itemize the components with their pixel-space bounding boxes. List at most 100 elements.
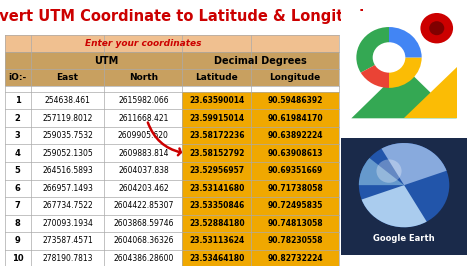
Text: iO:-: iO:- [9, 73, 27, 82]
Text: 2609883.814: 2609883.814 [118, 149, 169, 158]
Bar [5, 69, 339, 86]
Text: Convert UTM Coordinate to Latitude & Longitude: Convert UTM Coordinate to Latitude & Lon… [0, 9, 374, 24]
Text: 2603868.59746: 2603868.59746 [113, 219, 173, 228]
Text: 278190.7813: 278190.7813 [42, 254, 93, 263]
Text: 267734.7522: 267734.7522 [42, 201, 93, 210]
Bar [5, 232, 182, 250]
Wedge shape [389, 57, 422, 88]
Text: 2604422.85307: 2604422.85307 [113, 201, 173, 210]
Bar [5, 144, 182, 162]
Text: 23.58172236: 23.58172236 [189, 131, 245, 140]
Circle shape [376, 159, 401, 183]
Text: 90.74813058: 90.74813058 [267, 219, 323, 228]
Text: 3: 3 [15, 131, 21, 140]
Text: 4: 4 [15, 149, 21, 158]
Polygon shape [404, 67, 457, 118]
Text: Google Earth: Google Earth [373, 234, 435, 243]
Text: 264516.5893: 264516.5893 [42, 166, 93, 175]
Bar [182, 197, 339, 215]
Text: 23.53113624: 23.53113624 [189, 236, 245, 246]
Text: 2604037.838: 2604037.838 [118, 166, 169, 175]
Text: 2611668.421: 2611668.421 [118, 114, 169, 123]
Wedge shape [356, 27, 389, 73]
Circle shape [373, 42, 405, 73]
Text: 90.63908613: 90.63908613 [267, 149, 323, 158]
Text: 5: 5 [15, 166, 21, 175]
Text: 23.52956957: 23.52956957 [189, 166, 245, 175]
Text: 23.53464180: 23.53464180 [189, 254, 245, 263]
Text: 23.53141680: 23.53141680 [189, 184, 245, 193]
Text: 23.53350846: 23.53350846 [189, 201, 245, 210]
Text: UTM: UTM [94, 56, 119, 65]
Text: 2615982.066: 2615982.066 [118, 96, 169, 105]
Text: 90.69351669: 90.69351669 [267, 166, 323, 175]
Text: Longitude: Longitude [269, 73, 321, 82]
Text: 273587.4571: 273587.4571 [42, 236, 93, 246]
Bar [5, 127, 182, 144]
Text: 259035.7532: 259035.7532 [42, 131, 93, 140]
Bar [5, 180, 182, 197]
Bar [5, 86, 339, 92]
Wedge shape [361, 57, 389, 88]
Text: North: North [129, 73, 158, 82]
Bar [182, 232, 339, 250]
Text: 10: 10 [12, 254, 24, 263]
Bar [5, 52, 339, 69]
Bar [182, 215, 339, 232]
Polygon shape [351, 67, 457, 118]
Text: 266957.1493: 266957.1493 [42, 184, 93, 193]
Text: East: East [56, 73, 79, 82]
Bar [182, 162, 339, 180]
Bar [5, 109, 182, 127]
Text: 254638.461: 254638.461 [45, 96, 91, 105]
Text: G: G [388, 50, 400, 65]
Bar [5, 197, 182, 215]
Bar [5, 250, 182, 266]
Text: 90.63892224: 90.63892224 [267, 131, 323, 140]
Text: 2609905.620: 2609905.620 [118, 131, 169, 140]
Wedge shape [359, 158, 404, 185]
FancyBboxPatch shape [334, 4, 474, 135]
Text: 2604386.28600: 2604386.28600 [113, 254, 173, 263]
Bar [5, 162, 182, 180]
Text: 23.63590014: 23.63590014 [189, 96, 245, 105]
Text: Enter your coordinates: Enter your coordinates [85, 39, 201, 48]
Circle shape [359, 143, 449, 227]
Wedge shape [389, 27, 422, 57]
Wedge shape [362, 185, 427, 227]
Bar [182, 92, 339, 109]
Bar [5, 215, 182, 232]
Bar [182, 250, 339, 266]
Text: 257119.8012: 257119.8012 [42, 114, 93, 123]
Circle shape [429, 21, 444, 35]
Text: 90.82732224: 90.82732224 [267, 254, 323, 263]
Text: 1: 1 [15, 96, 21, 105]
Text: 90.61984170: 90.61984170 [267, 114, 323, 123]
Text: 8: 8 [15, 219, 21, 228]
Bar [182, 109, 339, 127]
Text: 2: 2 [15, 114, 21, 123]
Bar [5, 35, 339, 52]
Text: 23.52884180: 23.52884180 [189, 219, 245, 228]
Text: 2604203.462: 2604203.462 [118, 184, 169, 193]
Text: 23.58152792: 23.58152792 [189, 149, 245, 158]
Text: 270093.1934: 270093.1934 [42, 219, 93, 228]
Text: 90.78230558: 90.78230558 [267, 236, 323, 246]
Text: 90.59486392: 90.59486392 [267, 96, 323, 105]
Text: 7: 7 [15, 201, 21, 210]
Text: Latitude: Latitude [195, 73, 238, 82]
Bar [5, 92, 182, 109]
Wedge shape [382, 143, 447, 185]
Bar [182, 127, 339, 144]
Text: 2604068.36326: 2604068.36326 [113, 236, 173, 246]
Text: 9: 9 [15, 236, 21, 246]
Circle shape [420, 13, 453, 43]
Text: 90.71738058: 90.71738058 [267, 184, 323, 193]
Text: 23.59915014: 23.59915014 [189, 114, 245, 123]
Bar [182, 180, 339, 197]
Text: 90.72495835: 90.72495835 [267, 201, 323, 210]
Bar [182, 144, 339, 162]
Text: 6: 6 [15, 184, 21, 193]
Text: Decimal Degrees: Decimal Degrees [214, 56, 307, 65]
Text: 259052.1305: 259052.1305 [42, 149, 93, 158]
